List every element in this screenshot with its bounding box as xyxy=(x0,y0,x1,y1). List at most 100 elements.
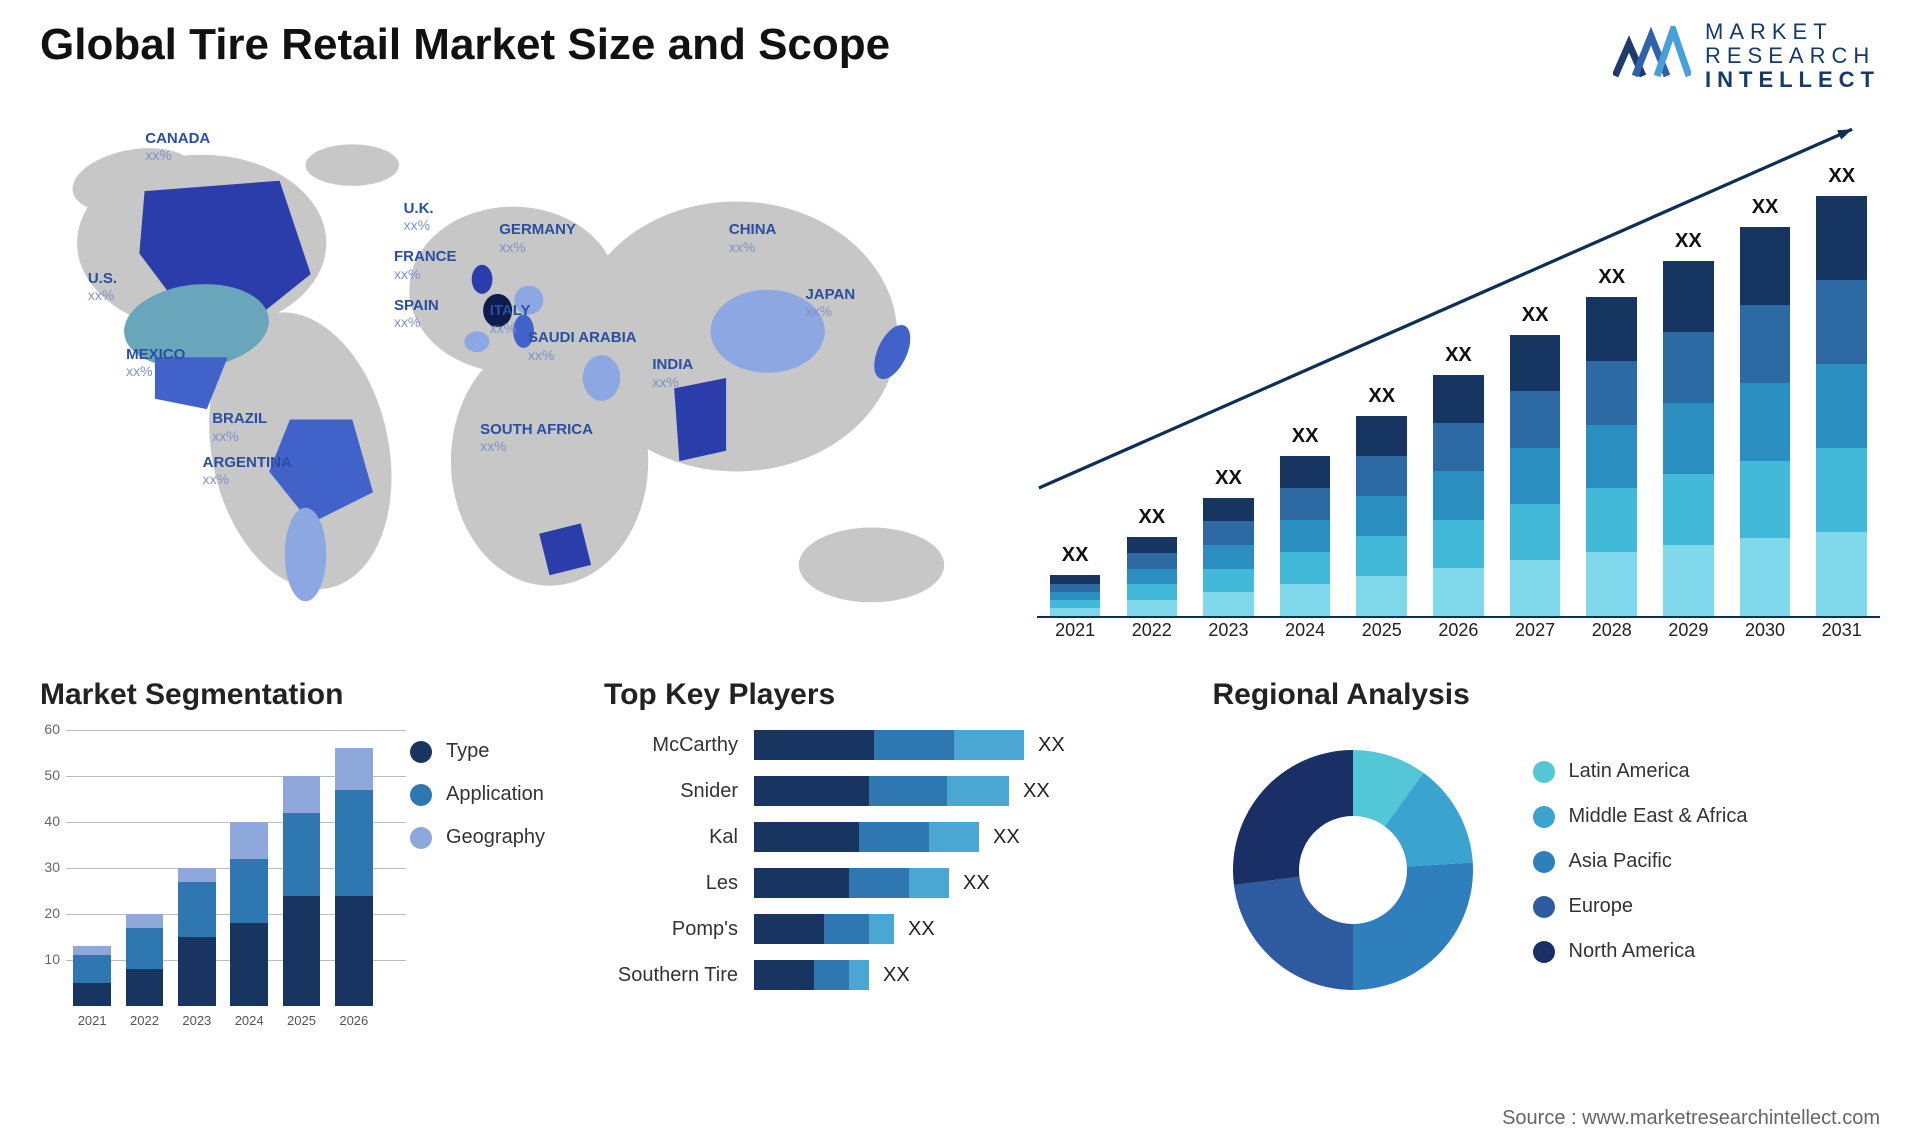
seg-xlabel: 2023 xyxy=(171,1013,223,1028)
country-label-saudi-arabia: SAUDI ARABIAxx% xyxy=(528,329,637,362)
country-label-germany: GERMANYxx% xyxy=(499,221,576,254)
country-label-india: INDIAxx% xyxy=(652,356,693,389)
key-players-panel: Top Key Players McCarthyXXSniderXXKalXXL… xyxy=(604,678,1183,1048)
logo-text-2: RESEARCH xyxy=(1705,44,1880,68)
regional-legend-item: North America xyxy=(1533,940,1748,963)
key-player-row: Pomp's XX xyxy=(604,914,1183,944)
country-label-u-k-: U.K.xx% xyxy=(404,200,434,233)
legend-label: Latin America xyxy=(1569,760,1690,783)
donut-slice xyxy=(1233,877,1352,990)
key-player-row: Les XX xyxy=(604,868,1183,898)
legend-label: North America xyxy=(1569,940,1696,963)
legend-label: Application xyxy=(446,783,544,806)
growth-xlabel: 2024 xyxy=(1267,620,1344,648)
key-players-title: Top Key Players xyxy=(604,678,1183,712)
growth-bar-2022: XX xyxy=(1113,188,1190,616)
key-player-label: Kal xyxy=(604,826,754,849)
key-player-value: XX xyxy=(1038,734,1065,757)
seg-xlabel: 2021 xyxy=(66,1013,118,1028)
growth-bar-2031: XX xyxy=(1803,188,1880,616)
source-text: Source : www.marketresearchintellect.com xyxy=(1502,1107,1880,1130)
seg-bar-2021: 2021 xyxy=(66,946,118,1006)
key-player-label: Southern Tire xyxy=(604,964,754,987)
growth-xlabel: 2023 xyxy=(1190,620,1267,648)
page-title: Global Tire Retail Market Size and Scope xyxy=(40,20,890,70)
regional-legend-item: Europe xyxy=(1533,895,1748,918)
key-player-value: XX xyxy=(963,872,990,895)
growth-value-label: XX xyxy=(1037,544,1114,567)
growth-bar-2027: XX xyxy=(1497,188,1574,616)
growth-xlabel: 2028 xyxy=(1573,620,1650,648)
growth-bar-2028: XX xyxy=(1573,188,1650,616)
growth-xlabel: 2026 xyxy=(1420,620,1497,648)
segmentation-panel: Market Segmentation 10203040506020212022… xyxy=(40,678,574,1048)
seg-xlabel: 2022 xyxy=(118,1013,170,1028)
growth-value-label: XX xyxy=(1497,304,1574,327)
color-swatch-icon xyxy=(1533,896,1555,918)
world-map-panel: CANADAxx%U.S.xx%MEXICOxx%BRAZILxx%ARGENT… xyxy=(40,108,997,648)
growth-value-label: XX xyxy=(1190,467,1267,490)
brand-logo: MARKET RESEARCH INTELLECT xyxy=(1613,20,1880,93)
growth-bar-2021: XX xyxy=(1037,188,1114,616)
legend-label: Type xyxy=(446,740,489,763)
color-swatch-icon xyxy=(1533,806,1555,828)
key-player-row: Southern Tire XX xyxy=(604,960,1183,990)
country-label-mexico: MEXICOxx% xyxy=(126,346,185,379)
growth-xlabel: 2025 xyxy=(1343,620,1420,648)
key-player-label: Les xyxy=(604,872,754,895)
key-player-bar xyxy=(754,730,1024,760)
growth-xlabel: 2029 xyxy=(1650,620,1727,648)
legend-label: Asia Pacific xyxy=(1569,850,1672,873)
key-player-bar xyxy=(754,914,894,944)
growth-bar-2026: XX xyxy=(1420,188,1497,616)
growth-value-label: XX xyxy=(1420,344,1497,367)
growth-bar-2023: XX xyxy=(1190,188,1267,616)
growth-value-label: XX xyxy=(1113,506,1190,529)
country-label-south-africa: SOUTH AFRICAxx% xyxy=(480,421,593,454)
logo-text-3: INTELLECT xyxy=(1705,68,1880,92)
seg-xlabel: 2025 xyxy=(275,1013,327,1028)
key-player-bar xyxy=(754,868,949,898)
seg-bar-2026: 2026 xyxy=(328,748,380,1006)
key-player-value: XX xyxy=(908,918,935,941)
legend-label: Geography xyxy=(446,826,545,849)
seg-legend-item: Type xyxy=(410,740,545,763)
seg-bar-2023: 2023 xyxy=(171,868,223,1006)
key-player-label: Pomp's xyxy=(604,918,754,941)
key-player-label: McCarthy xyxy=(604,734,754,757)
country-label-france: FRANCExx% xyxy=(394,248,457,281)
growth-bar-2025: XX xyxy=(1343,188,1420,616)
key-player-bar xyxy=(754,960,869,990)
regional-panel: Regional Analysis Latin AmericaMiddle Ea… xyxy=(1213,678,1881,1048)
growth-value-label: XX xyxy=(1573,266,1650,289)
key-player-row: Snider XX xyxy=(604,776,1183,806)
growth-bar-2030: XX xyxy=(1727,188,1804,616)
regional-legend-item: Latin America xyxy=(1533,760,1748,783)
legend-label: Europe xyxy=(1569,895,1634,918)
color-swatch-icon xyxy=(410,827,432,849)
growth-xlabel: 2027 xyxy=(1497,620,1574,648)
regional-legend-item: Asia Pacific xyxy=(1533,850,1748,873)
seg-bar-2024: 2024 xyxy=(223,822,275,1006)
key-player-value: XX xyxy=(1023,780,1050,803)
growth-value-label: XX xyxy=(1803,165,1880,188)
growth-value-label: XX xyxy=(1727,196,1804,219)
growth-value-label: XX xyxy=(1267,425,1344,448)
color-swatch-icon xyxy=(410,741,432,763)
key-player-bar xyxy=(754,822,979,852)
regional-donut-chart xyxy=(1213,730,1493,1010)
color-swatch-icon xyxy=(1533,941,1555,963)
seg-legend-item: Geography xyxy=(410,826,545,849)
growth-xlabel: 2031 xyxy=(1803,620,1880,648)
growth-bar-2024: XX xyxy=(1267,188,1344,616)
key-player-label: Snider xyxy=(604,780,754,803)
color-swatch-icon xyxy=(410,784,432,806)
key-player-value: XX xyxy=(883,964,910,987)
seg-xlabel: 2026 xyxy=(328,1013,380,1028)
country-label-china: CHINAxx% xyxy=(729,221,777,254)
growth-value-label: XX xyxy=(1650,230,1727,253)
color-swatch-icon xyxy=(1533,761,1555,783)
growth-value-label: XX xyxy=(1343,385,1420,408)
growth-chart-panel: XXXXXXXXXXXXXXXXXXXXXX 20212022202320242… xyxy=(997,108,1880,648)
color-swatch-icon xyxy=(1533,851,1555,873)
